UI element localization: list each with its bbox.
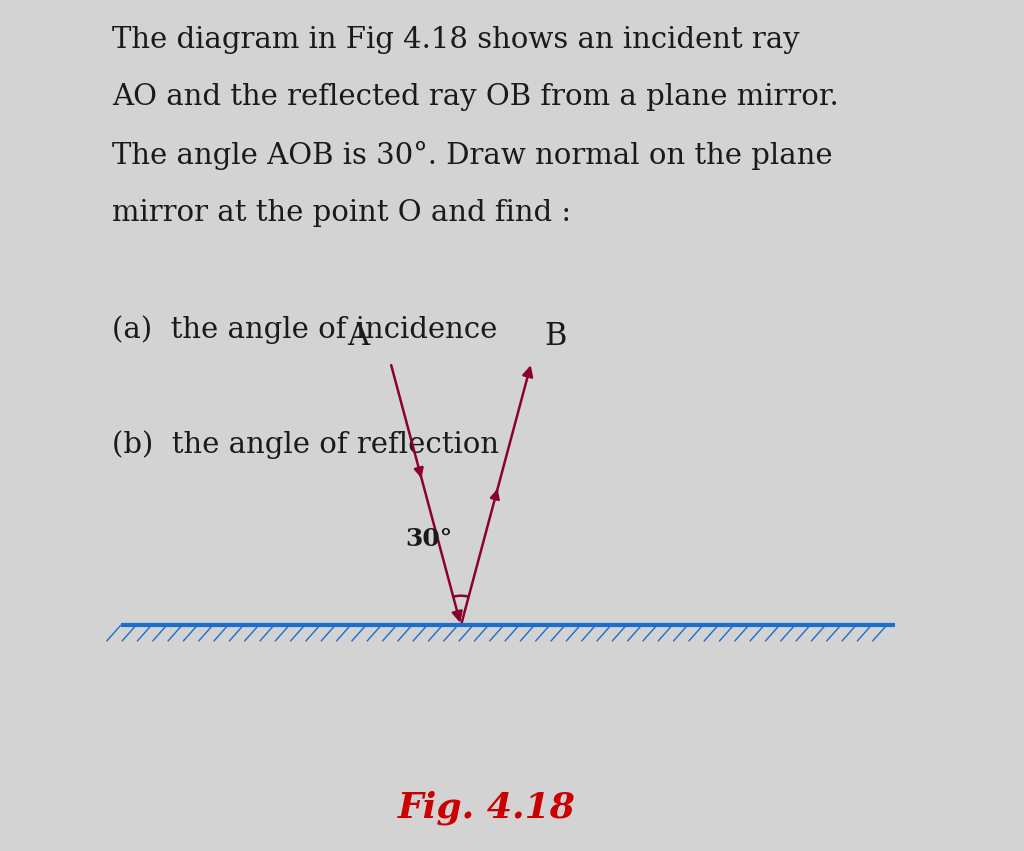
Text: Fig. 4.18: Fig. 4.18 [397,791,575,825]
Text: The diagram in Fig 4.18 shows an incident ray: The diagram in Fig 4.18 shows an inciden… [112,26,800,54]
Text: (a)  the angle of incidence: (a) the angle of incidence [112,315,498,344]
Text: The angle AOB is 30°. Draw normal on the plane: The angle AOB is 30°. Draw normal on the… [112,141,833,170]
Text: A: A [347,321,370,352]
Text: mirror at the point O and find :: mirror at the point O and find : [112,199,571,227]
Text: AO and the reflected ray OB from a plane mirror.: AO and the reflected ray OB from a plane… [112,83,839,111]
Text: 30°: 30° [406,527,453,551]
Text: (b)  the angle of reflection: (b) the angle of reflection [112,431,499,460]
Text: B: B [544,321,566,352]
